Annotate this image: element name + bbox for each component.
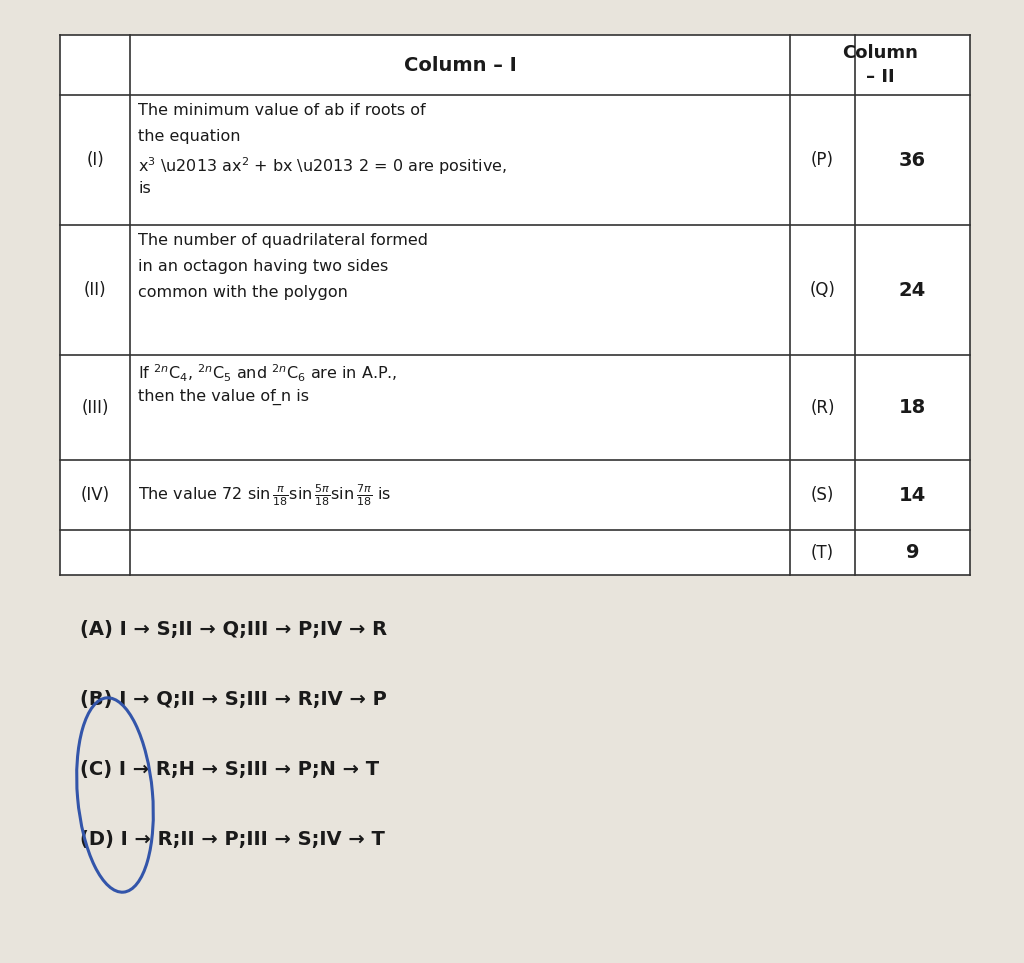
Text: (C) I → R;H → S;III → P;N → T: (C) I → R;H → S;III → P;N → T [80, 760, 379, 779]
Text: (T): (T) [811, 543, 835, 561]
Text: x$^3$ \u2013 ax$^2$ + bx \u2013 2 = 0 are positive,: x$^3$ \u2013 ax$^2$ + bx \u2013 2 = 0 ar… [138, 155, 507, 176]
Text: (A) I → S;II → Q;III → P;IV → R: (A) I → S;II → Q;III → P;IV → R [80, 620, 387, 639]
Text: (R): (R) [810, 399, 835, 417]
Text: (III): (III) [81, 399, 109, 417]
Text: Column
– II: Column – II [842, 44, 918, 86]
Text: (II): (II) [84, 281, 106, 299]
Text: (IV): (IV) [81, 486, 110, 504]
Text: then the value of ̲n is: then the value of ̲n is [138, 389, 309, 405]
Text: 24: 24 [899, 280, 926, 299]
Text: (I): (I) [86, 151, 103, 169]
Text: in an octagon having two sides: in an octagon having two sides [138, 259, 388, 274]
Text: is: is [138, 181, 151, 196]
Text: (P): (P) [811, 151, 834, 169]
Text: The minimum value of ab if roots of: The minimum value of ab if roots of [138, 103, 426, 118]
Text: (S): (S) [811, 486, 835, 504]
Text: (Q): (Q) [810, 281, 836, 299]
Text: common with the polygon: common with the polygon [138, 285, 348, 300]
Text: If $^{2n}$C$_4$, $^{2n}$C$_5$ and $^{2n}$C$_6$ are in A.P.,: If $^{2n}$C$_4$, $^{2n}$C$_5$ and $^{2n}… [138, 363, 397, 384]
Text: The value 72 $\sin\frac{\pi}{18}\sin\frac{5\pi}{18}\sin\frac{7\pi}{18}$ is: The value 72 $\sin\frac{\pi}{18}\sin\fra… [138, 482, 391, 508]
Text: 36: 36 [899, 150, 926, 169]
Text: 14: 14 [899, 485, 926, 505]
Text: 18: 18 [899, 398, 926, 417]
Text: 9: 9 [906, 543, 920, 562]
Text: The number of quadrilateral formed: The number of quadrilateral formed [138, 233, 428, 248]
Text: Column – I: Column – I [403, 56, 516, 74]
Text: (D) I → R;II → P;III → S;IV → T: (D) I → R;II → P;III → S;IV → T [80, 830, 385, 849]
Text: (B) I → Q;II → S;III → R;IV → P: (B) I → Q;II → S;III → R;IV → P [80, 690, 387, 709]
Bar [60, 35, 970, 575]
Text: the equation: the equation [138, 129, 241, 144]
